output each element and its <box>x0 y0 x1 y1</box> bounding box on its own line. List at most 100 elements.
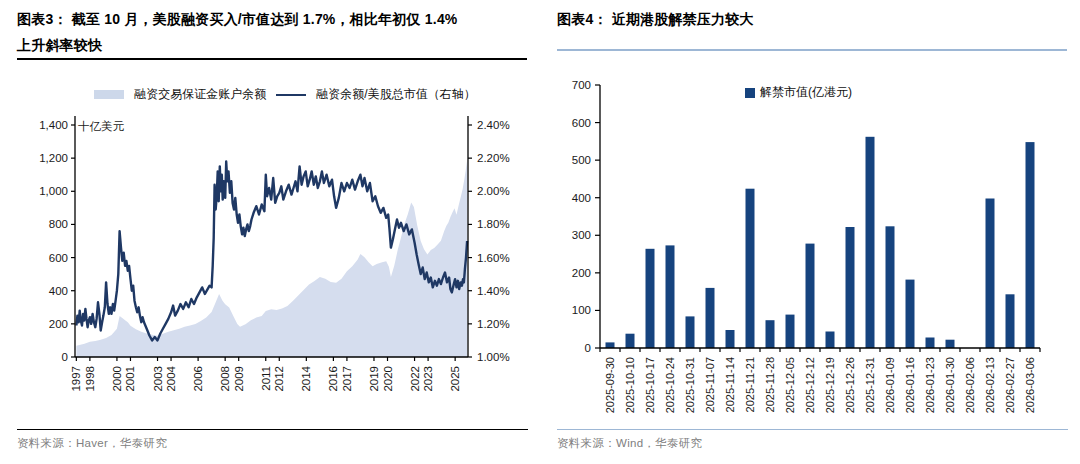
x-axis-tick-label: 2016 <box>327 366 339 392</box>
report-page: 图表3： 截至 10 月，美股融资买入/市值达到 1.7%，相比年初仅 1.4%… <box>0 0 1080 464</box>
x-axis-tick-label: 2026-02-06 <box>964 357 976 413</box>
x-axis-tick-label: 2026-01-16 <box>904 357 916 413</box>
x-axis-tick-label: 2025-12-05 <box>784 357 796 413</box>
left-axis-unit-label: 十亿美元 <box>78 120 125 132</box>
right-axis-tick-label: 2.40% <box>477 119 510 131</box>
x-axis-tick-label: 2022 <box>409 366 421 392</box>
area-series-label: 融资交易保证金账户余额 <box>134 86 266 103</box>
figure3-legend: 融资交易保证金账户余额 融资余额/美股总市值（右轴） <box>50 86 520 103</box>
left-axis-tick-label: 200 <box>49 318 68 330</box>
x-axis-tick-label: 2003 <box>152 366 164 392</box>
x-axis-tick-label: 2025-11-07 <box>704 357 716 412</box>
x-axis-tick-label: 2019 <box>368 366 380 392</box>
lockup-value-bar <box>686 316 695 348</box>
lockup-expiry-bar-chart: 01002003004005006007002025-09-302025-10-… <box>540 80 1080 440</box>
y-axis-tick-label: 600 <box>572 117 591 129</box>
figure3-title-line1: 图表3： 截至 10 月，美股融资买入/市值达到 1.7%，相比年初仅 1.4% <box>17 6 527 32</box>
source-prefix: 资料来源： <box>557 437 616 449</box>
x-axis-tick-label: 2020 <box>382 366 394 392</box>
x-axis-tick-label: 2023 <box>422 366 434 392</box>
right-axis-tick-label: 2.20% <box>477 152 510 164</box>
x-axis-tick-label: 2025-12-19 <box>824 357 836 413</box>
x-axis-tick-label: 2012 <box>273 366 285 392</box>
x-axis-tick-label: 2026-01-23 <box>924 357 936 413</box>
x-axis-tick-label: 2025-11-14 <box>724 357 736 412</box>
y-axis-tick-label: 0 <box>585 342 591 354</box>
lockup-value-bar <box>646 249 655 348</box>
x-axis-tick-label: 2026-02-27 <box>1004 357 1016 413</box>
figure4-title-line1: 图表4： 近期港股解禁压力较大 <box>557 6 1067 32</box>
x-axis-tick-label: 2017 <box>341 366 353 392</box>
figure4-panel: 图表4： 近期港股解禁压力较大 解禁市值(亿港元) 01002003004005… <box>540 0 1080 464</box>
line-series-swatch <box>276 94 306 96</box>
lockup-value-bar <box>626 334 635 348</box>
lockup-value-bar <box>666 245 675 348</box>
x-axis-tick-label: 2025-10-31 <box>684 357 696 413</box>
figure3-source: 资料来源：Haver，华泰研究 <box>17 429 528 451</box>
source-prefix: 资料来源： <box>17 437 76 449</box>
lockup-value-bar <box>746 189 755 348</box>
left-axis-tick-label: 600 <box>49 252 68 264</box>
x-axis-tick-label: 2025-12-12 <box>804 357 816 413</box>
lockup-value-bar <box>946 340 955 348</box>
x-axis-tick-label: 2008 <box>219 366 231 392</box>
margin-balance-chart: 十亿美元 02004006008001,0001,2001,4001.00%1.… <box>0 104 540 426</box>
right-axis-tick-label: 1.00% <box>477 351 510 363</box>
figure3-title: 图表3： 截至 10 月，美股融资买入/市值达到 1.7%，相比年初仅 1.4%… <box>17 6 527 60</box>
x-axis-tick-label: 2006 <box>192 366 204 392</box>
y-axis-tick-label: 200 <box>572 267 591 279</box>
left-axis-tick-label: 1,200 <box>39 152 68 164</box>
right-axis-tick-label: 1.60% <box>477 252 510 264</box>
right-axis-tick-label: 1.20% <box>477 318 510 330</box>
lockup-value-bar <box>806 244 815 348</box>
lockup-value-bar <box>846 227 855 348</box>
left-axis-tick-label: 1,000 <box>39 185 68 197</box>
y-axis-tick-label: 700 <box>572 80 591 91</box>
y-axis-tick-label: 300 <box>572 229 591 241</box>
source-text: Wind，华泰研究 <box>616 437 702 449</box>
x-axis-tick-label: 2026-01-09 <box>884 357 896 413</box>
figure3-title-line2: 上升斜率较快 <box>17 32 527 58</box>
right-axis-tick-label: 1.80% <box>477 218 510 230</box>
right-axis-tick-label: 2.00% <box>477 185 510 197</box>
x-axis-tick-label: 2000 <box>111 366 123 392</box>
x-axis-tick-label: 2026-01-30 <box>944 357 956 413</box>
y-axis-tick-label: 100 <box>572 304 591 316</box>
lockup-value-bar <box>706 288 715 348</box>
left-axis-tick-label: 400 <box>49 285 68 297</box>
lockup-value-bar <box>886 226 895 348</box>
area-series-swatch <box>94 90 124 99</box>
lockup-value-bar <box>866 137 875 348</box>
lockup-value-bar <box>766 320 775 348</box>
figure4-title: 图表4： 近期港股解禁压力较大 <box>557 6 1067 51</box>
figure4-source: 资料来源：Wind，华泰研究 <box>557 429 1068 451</box>
x-axis-tick-label: 2025-10-10 <box>624 357 636 413</box>
x-axis-tick-label: 1998 <box>84 366 96 392</box>
x-axis-tick-label: 2001 <box>124 366 136 392</box>
x-axis-tick-label: 2025-11-28 <box>764 357 776 412</box>
x-axis-tick-label: 1997 <box>70 366 82 392</box>
y-axis-tick-label: 400 <box>572 192 591 204</box>
lockup-value-bar <box>786 315 795 348</box>
lockup-value-bar <box>906 280 915 348</box>
x-axis-tick-label: 2025-10-17 <box>644 357 656 413</box>
lockup-value-bar <box>1026 142 1035 348</box>
left-axis-tick-label: 0 <box>62 351 68 363</box>
figure3-panel: 图表3： 截至 10 月，美股融资买入/市值达到 1.7%，相比年初仅 1.4%… <box>0 0 540 464</box>
x-axis-tick-label: 2014 <box>300 365 312 391</box>
x-axis-tick-label: 2025-10-24 <box>664 357 676 413</box>
x-axis-tick-label: 2025-11-21 <box>744 357 756 412</box>
lockup-value-bar <box>926 338 935 349</box>
x-axis-tick-label: 2011 <box>260 366 272 391</box>
x-axis-tick-label: 2025-09-30 <box>604 357 616 413</box>
lockup-value-bar <box>606 342 615 348</box>
left-axis-tick-label: 800 <box>49 218 68 230</box>
lockup-value-bar <box>1006 294 1015 348</box>
x-axis-tick-label: 2025 <box>449 366 461 392</box>
lockup-value-bar <box>826 332 835 349</box>
x-axis-tick-label: 2025-12-26 <box>844 357 856 413</box>
x-axis-tick-label: 2025-12-31 <box>864 357 876 413</box>
right-axis-tick-label: 1.40% <box>477 285 510 297</box>
x-axis-tick-label: 2026-03-06 <box>1024 357 1036 413</box>
line-series-label: 融资余额/美股总市值（右轴） <box>316 86 475 103</box>
